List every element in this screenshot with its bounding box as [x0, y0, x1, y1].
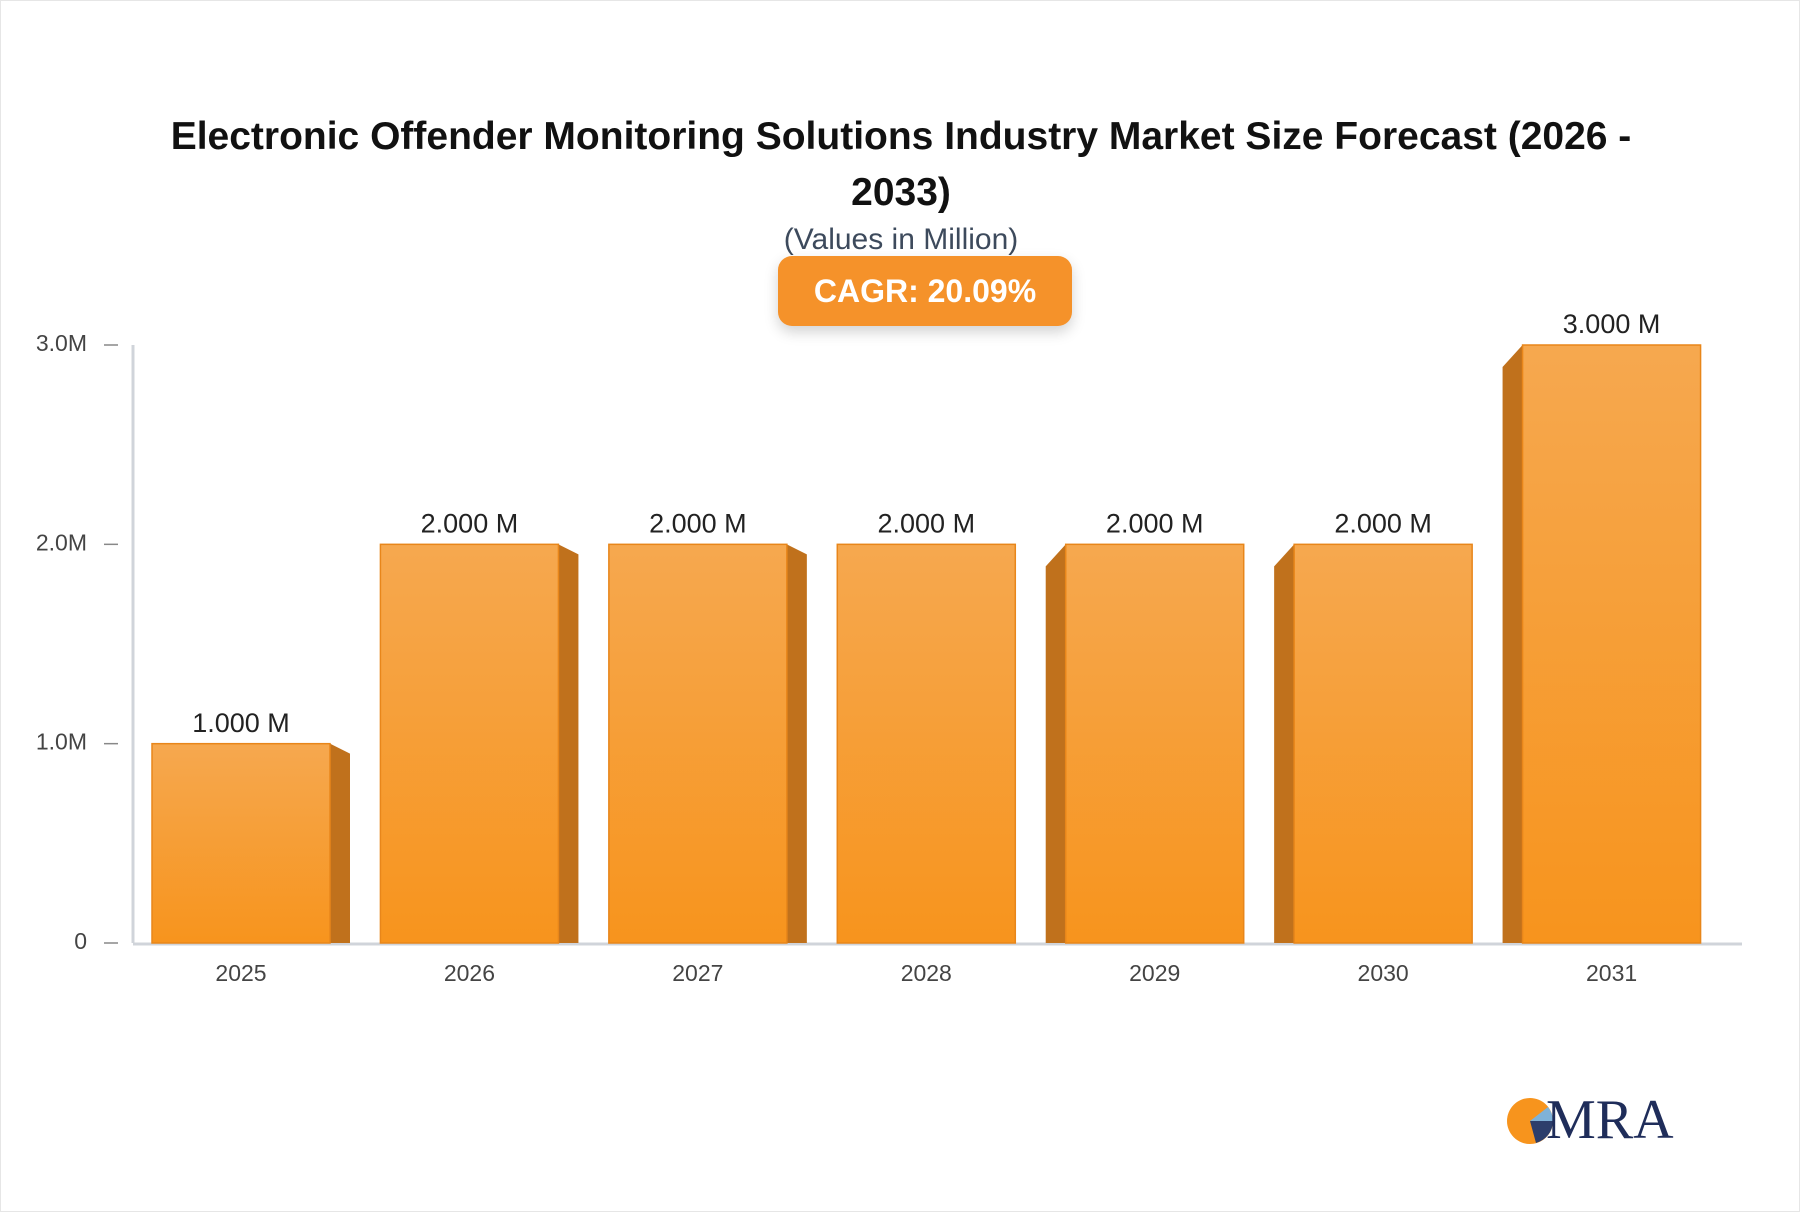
bar-side [558, 544, 579, 943]
logo: MRA [1507, 1091, 1674, 1151]
x-tick-label: 2029 [1129, 960, 1180, 986]
x-tick-label: 2026 [444, 960, 495, 986]
value-label: 2.000 M [421, 508, 519, 538]
chart-subtitle: (Values in Million) [783, 223, 1019, 256]
bar-side [1274, 544, 1295, 943]
value-label: 2.000 M [1334, 508, 1432, 538]
bar [608, 543, 788, 944]
value-label: 1.000 M [192, 708, 290, 738]
x-tick-label: 2027 [672, 960, 723, 986]
y-tick-label: 3.0M [36, 330, 87, 356]
x-tick-label: 2025 [215, 960, 266, 986]
bar [1064, 543, 1245, 944]
bar [836, 543, 1017, 944]
bar-side [1045, 544, 1066, 943]
value-label: 2.000 M [1106, 508, 1204, 538]
bar [151, 742, 331, 944]
bar-side [786, 544, 807, 943]
bar [379, 543, 560, 944]
y-tick-label: 2.0M [36, 529, 87, 555]
x-tick-label: 2030 [1358, 960, 1409, 986]
bar-side [330, 743, 350, 943]
chart-title: Electronic Offender Monitoring Solutions… [170, 115, 1632, 214]
y-tick-label: 1.0M [36, 729, 87, 755]
logo-text: MRA [1546, 1091, 1674, 1151]
logo-slice [1530, 1121, 1553, 1143]
cagr-badge: CAGR: 20.09% [778, 256, 1072, 326]
y-tick-label: 0 [74, 928, 87, 954]
bar [1521, 344, 1702, 944]
logo-slice [1530, 1107, 1553, 1121]
value-label: 2.000 M [649, 508, 747, 538]
x-tick-label: 2031 [1586, 960, 1637, 986]
bar [1293, 543, 1473, 944]
value-label: 2.000 M [878, 508, 976, 538]
x-tick-label: 2028 [901, 960, 952, 986]
value-label: 3.000 M [1563, 309, 1661, 339]
bar-side [1502, 345, 1523, 943]
